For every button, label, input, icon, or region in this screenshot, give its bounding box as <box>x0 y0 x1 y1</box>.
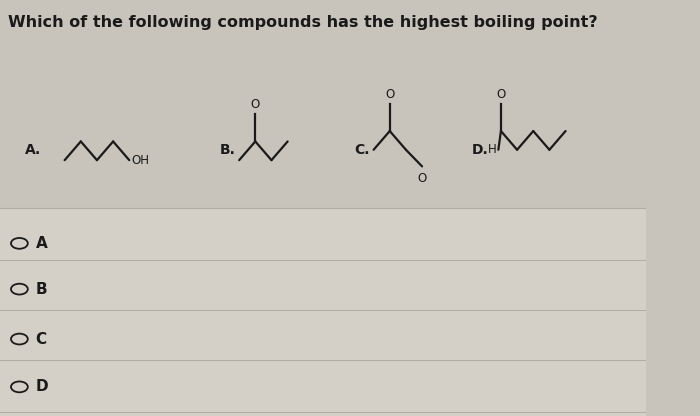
Text: O: O <box>496 88 505 101</box>
Text: B.: B. <box>220 143 236 157</box>
Text: A.: A. <box>25 143 41 157</box>
Text: C: C <box>36 332 47 347</box>
Text: O: O <box>417 172 427 185</box>
Text: O: O <box>385 88 394 101</box>
Text: B: B <box>36 282 47 297</box>
Text: C.: C. <box>354 143 370 157</box>
Text: OH: OH <box>131 154 149 168</box>
FancyBboxPatch shape <box>0 208 646 416</box>
Text: A: A <box>36 236 48 251</box>
Text: D: D <box>36 379 48 394</box>
Text: H: H <box>488 143 497 156</box>
Text: O: O <box>251 98 260 111</box>
Text: Which of the following compounds has the highest boiling point?: Which of the following compounds has the… <box>8 15 597 30</box>
Text: D.: D. <box>472 143 489 157</box>
